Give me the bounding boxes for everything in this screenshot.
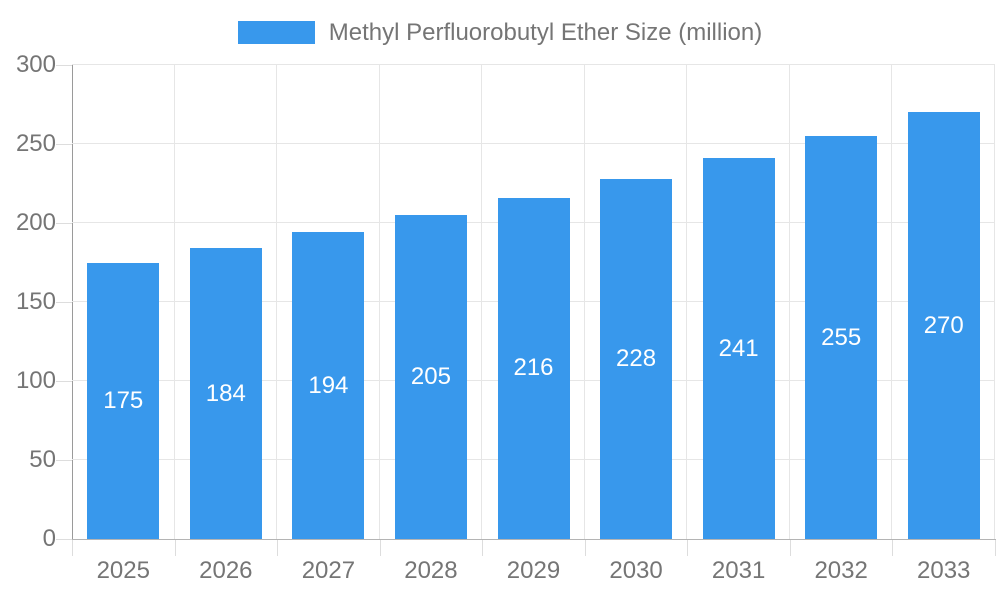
bar-value-label: 228 [616,344,657,372]
bar [394,215,467,539]
y-axis-tick-label: 0 [42,525,56,552]
bar-value-label: 241 [718,334,759,362]
x-axis-tick [72,540,73,556]
legend-label: Methyl Perfluorobutyl Ether Size (millio… [328,19,763,46]
y-axis-tick [56,302,72,303]
gridline-vertical [276,65,278,539]
y-axis-tick-label: 200 [15,209,56,236]
y-axis-tick [56,223,72,224]
y-axis-tick [56,539,72,540]
bar [600,178,673,539]
x-axis-tick-label: 2030 [609,557,663,584]
gridline-horizontal [72,143,995,144]
gridline-vertical [173,65,175,539]
x-axis-tick [277,540,279,556]
gridline-vertical [788,65,790,539]
bar [87,262,160,539]
legend[interactable]: Methyl Perfluorobutyl Ether Size (millio… [0,19,1000,46]
bar-value-label: 270 [923,311,964,339]
x-axis-line [72,539,996,540]
x-axis-tick [482,540,484,556]
bar [189,248,262,539]
bar-value-label: 216 [513,354,554,382]
y-axis-tick-label: 300 [15,51,56,78]
x-axis-tick-label: 2033 [917,557,971,584]
x-axis-tick-label: 2032 [814,557,868,584]
x-axis-tick [789,540,791,556]
gridline-vertical [378,65,380,539]
gridline-vertical [481,65,483,539]
x-axis-tick [174,540,176,556]
y-axis-tick-label: 150 [15,288,56,315]
x-axis-tick-label: 2027 [301,557,356,584]
legend-swatch[interactable] [237,21,315,44]
x-axis-tick [584,540,586,556]
gridline-vertical [583,65,585,539]
gridline-horizontal [72,64,995,65]
gridline-vertical [686,65,688,539]
bar-value-label: 255 [821,323,862,351]
bar-value-label: 175 [103,386,144,414]
y-axis-tick-label: 50 [29,446,56,473]
y-axis-tick [56,144,72,145]
bar-value-label: 194 [308,371,349,399]
y-axis-tick [56,460,72,461]
gridline-vertical [891,65,893,539]
bar [805,136,878,539]
x-axis-tick [892,540,894,556]
gridline-vertical [994,65,995,539]
x-axis-tick-label: 2029 [506,557,561,584]
x-axis-tick [995,540,996,556]
bar-value-label: 205 [410,363,451,391]
y-axis-tick [56,381,72,382]
bar-value-label: 184 [205,379,246,407]
bar [907,112,980,539]
x-axis-tick-label: 2028 [404,557,458,584]
y-axis-line [72,65,73,539]
x-axis-tick [379,540,381,556]
y-axis-tick-label: 100 [15,367,56,394]
x-axis-tick-label: 2026 [199,557,253,584]
bar [292,232,365,539]
bar [702,158,775,539]
y-axis-tick-label: 250 [15,130,56,157]
x-axis-tick-label: 2025 [96,557,150,584]
plot-area: 175 184 194 205 216 228 241 255 270 [72,64,995,539]
x-axis-tick-label: 2031 [711,557,766,584]
bar [497,197,570,539]
y-axis-tick [56,65,72,66]
x-axis-tick [687,540,689,556]
